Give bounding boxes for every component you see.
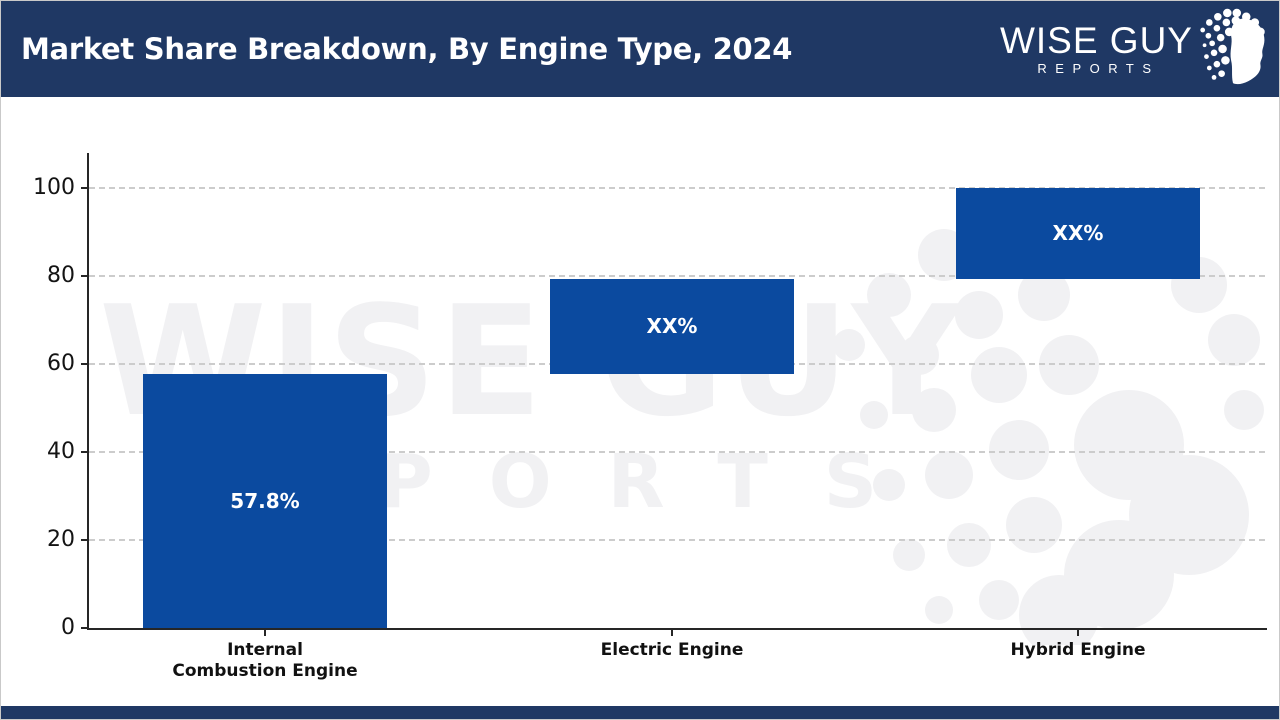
y-axis-tick xyxy=(81,275,87,277)
bar-value-label: XX% xyxy=(646,314,698,339)
logo-wiseguy-label: WISE GUY xyxy=(999,20,1193,61)
x-axis-category-line: Hybrid Engine xyxy=(1010,640,1146,660)
y-axis-tick-label: 40 xyxy=(47,439,75,464)
bar: 57.8% xyxy=(143,373,387,628)
bar: XX% xyxy=(956,188,1200,279)
dotted-head-icon xyxy=(1200,8,1265,85)
y-axis-tick xyxy=(81,451,87,453)
x-axis-category-line: Internal xyxy=(227,640,303,660)
wise-guy-reports-logo: WISE GUY REPORTS xyxy=(1000,5,1269,93)
footer-bar xyxy=(1,706,1279,719)
x-axis-category-line: Electric Engine xyxy=(600,640,744,660)
x-axis-category-label: Electric Engine xyxy=(512,640,832,661)
y-axis-tick-label: 0 xyxy=(61,615,75,640)
x-axis-category-line: Combustion Engine xyxy=(172,661,358,681)
y-axis-tick-label: 60 xyxy=(47,351,75,376)
bar-value-label: XX% xyxy=(1052,221,1104,246)
x-axis-category-label: Internal Combustion Engine xyxy=(105,640,425,682)
y-axis-spine xyxy=(87,153,89,630)
x-axis-tick xyxy=(264,630,266,636)
y-axis-tick xyxy=(81,363,87,365)
gridline xyxy=(89,451,1265,453)
x-axis-tick xyxy=(1077,630,1079,636)
page-title: Market Share Breakdown, By Engine Type, … xyxy=(21,32,793,66)
y-axis-tick-label: 100 xyxy=(33,175,75,200)
y-axis-tick-label: 20 xyxy=(47,527,75,552)
y-axis-tick-label: 80 xyxy=(47,263,75,288)
x-axis-category-label: Hybrid Engine xyxy=(918,640,1238,661)
logo-reports-label: REPORTS xyxy=(1037,61,1160,76)
y-axis-tick xyxy=(81,187,87,189)
header-bar: Market Share Breakdown, By Engine Type, … xyxy=(1,1,1279,97)
logo-text: WISE GUY REPORTS xyxy=(999,20,1193,77)
gridline xyxy=(89,539,1265,541)
gridline xyxy=(89,187,1265,189)
x-axis-tick xyxy=(671,630,673,636)
y-axis-tick xyxy=(81,627,87,629)
gridline xyxy=(89,275,1265,277)
y-axis-tick xyxy=(81,539,87,541)
chart-area: WISE GUY REPORTS 0 20 40 60 80 100 57.8% Intern… xyxy=(1,97,1279,708)
bar-value-label: 57.8% xyxy=(230,488,300,513)
x-axis-line xyxy=(87,628,1267,630)
watermark-dotted-head xyxy=(833,215,1264,645)
bar: XX% xyxy=(550,278,794,374)
